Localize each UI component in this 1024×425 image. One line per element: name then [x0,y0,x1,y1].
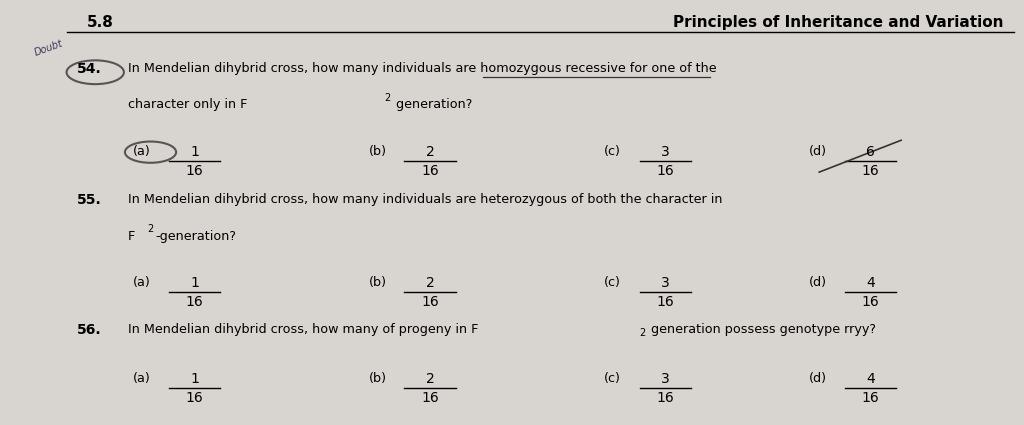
Text: 2: 2 [639,328,645,338]
Text: 16: 16 [656,295,675,309]
Text: (b): (b) [369,372,387,385]
Text: 4: 4 [866,276,874,290]
Text: (c): (c) [604,276,621,289]
Text: 16: 16 [861,164,880,178]
Text: (a): (a) [133,144,151,158]
Text: 1: 1 [190,144,199,159]
Text: 55.: 55. [77,193,101,207]
Text: 4: 4 [866,372,874,386]
Text: 1: 1 [190,276,199,290]
Text: 16: 16 [861,391,880,405]
Text: (c): (c) [604,144,621,158]
Text: -generation?: -generation? [156,230,237,243]
Text: (b): (b) [369,276,387,289]
Text: 54.: 54. [77,62,101,76]
Text: 56.: 56. [77,323,101,337]
Text: 16: 16 [185,164,204,178]
Text: F: F [128,230,135,243]
Text: 16: 16 [185,391,204,405]
Text: In Mendelian dihybrid cross, how many of progeny in F: In Mendelian dihybrid cross, how many of… [128,323,478,336]
Text: 16: 16 [185,295,204,309]
Text: (d): (d) [809,372,827,385]
Text: generation possess genotype rryy?: generation possess genotype rryy? [647,323,877,336]
Text: character only in F: character only in F [128,98,248,111]
Text: 2: 2 [426,276,434,290]
Text: 3: 3 [662,144,670,159]
Text: 16: 16 [421,164,439,178]
Text: generation?: generation? [392,98,472,111]
Text: (d): (d) [809,276,827,289]
Text: (b): (b) [369,144,387,158]
Text: Doubt: Doubt [33,38,65,58]
Text: 16: 16 [861,295,880,309]
Text: 2: 2 [384,93,390,103]
Text: 3: 3 [662,276,670,290]
Text: 16: 16 [421,295,439,309]
Text: Principles of Inheritance and Variation: Principles of Inheritance and Variation [673,15,1004,30]
Text: In Mendelian dihybrid cross, how many individuals are heterozygous of both the c: In Mendelian dihybrid cross, how many in… [128,193,723,207]
Text: (a): (a) [133,372,151,385]
Text: 2: 2 [426,144,434,159]
Text: (a): (a) [133,276,151,289]
Text: 2: 2 [147,224,154,235]
Text: In Mendelian dihybrid cross, how many individuals are homozygous recessive for o: In Mendelian dihybrid cross, how many in… [128,62,717,75]
Text: 16: 16 [421,391,439,405]
Text: 1: 1 [190,372,199,386]
Text: 16: 16 [656,164,675,178]
Text: 5.8: 5.8 [87,15,114,30]
Text: 2: 2 [426,372,434,386]
Text: 16: 16 [656,391,675,405]
Text: 6: 6 [866,144,874,159]
Text: (c): (c) [604,372,621,385]
Text: (d): (d) [809,144,827,158]
Text: 3: 3 [662,372,670,386]
